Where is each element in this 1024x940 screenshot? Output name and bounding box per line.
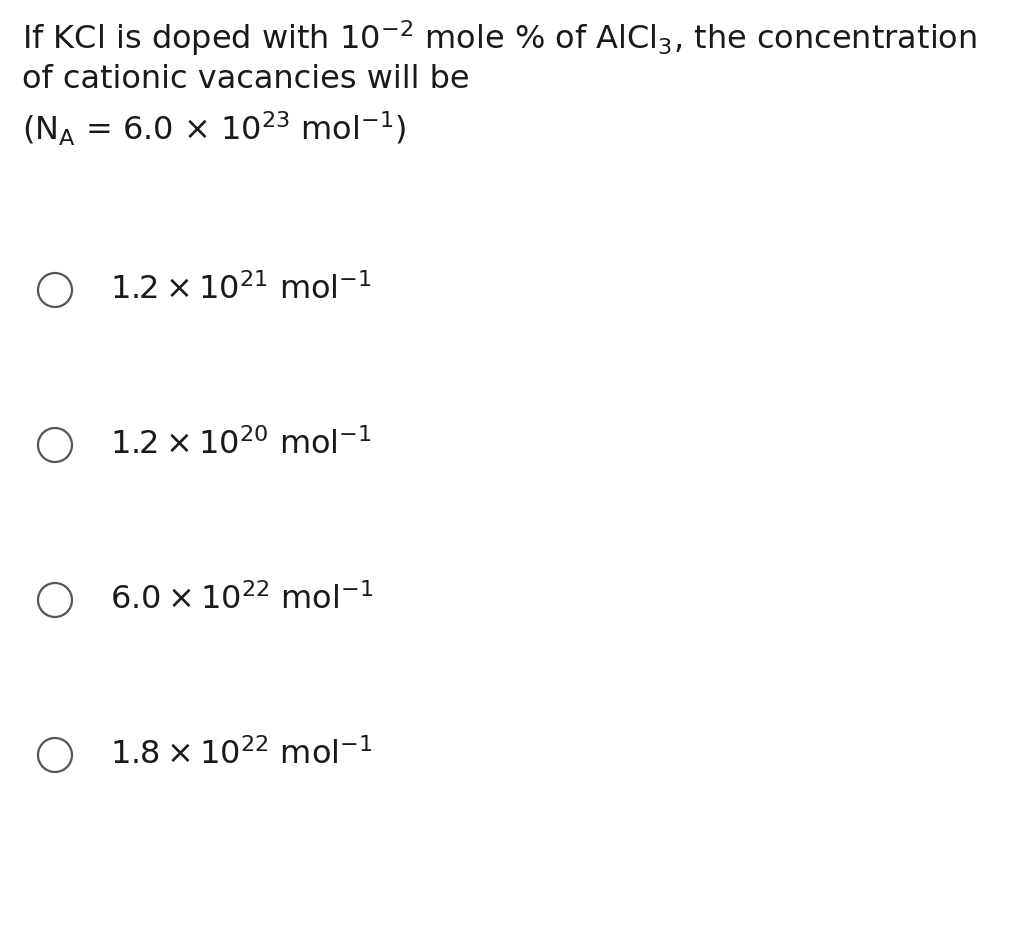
Text: $1.2 \times 10^{20}$ mol$^{-1}$: $1.2 \times 10^{20}$ mol$^{-1}$: [110, 429, 372, 462]
Text: $1.2 \times 10^{21}$ mol$^{-1}$: $1.2 \times 10^{21}$ mol$^{-1}$: [110, 274, 372, 306]
Text: $1.8 \times 10^{22}$ mol$^{-1}$: $1.8 \times 10^{22}$ mol$^{-1}$: [110, 739, 373, 772]
Text: of cationic vacancies will be: of cationic vacancies will be: [22, 64, 470, 95]
Text: If KCl is doped with $10^{-2}$ mole % of AlCl$_3$, the concentration: If KCl is doped with $10^{-2}$ mole % of…: [22, 18, 977, 57]
Text: $6.0 \times 10^{22}$ mol$^{-1}$: $6.0 \times 10^{22}$ mol$^{-1}$: [110, 584, 374, 617]
Text: (N$_{\mathrm{A}}$ = 6.0 × $10^{23}$ mol$^{-1}$): (N$_{\mathrm{A}}$ = 6.0 × $10^{23}$ mol$…: [22, 110, 407, 149]
